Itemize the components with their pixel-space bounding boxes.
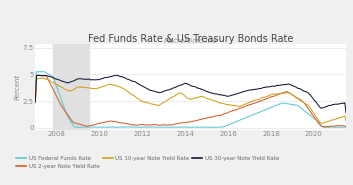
Title: Fed Funds Rate & US Treasury Bonds Rate: Fed Funds Rate & US Treasury Bonds Rate: [88, 34, 293, 44]
Y-axis label: Percent: Percent: [14, 74, 20, 100]
Bar: [53, 44, 89, 130]
Text: MacroMicro.me: MacroMicro.me: [164, 38, 217, 43]
Legend: US Federal Funds Rate, US 2-year Note Yield Rate, US 10-year Note Yield Rate, US: US Federal Funds Rate, US 2-year Note Yi…: [16, 156, 279, 169]
